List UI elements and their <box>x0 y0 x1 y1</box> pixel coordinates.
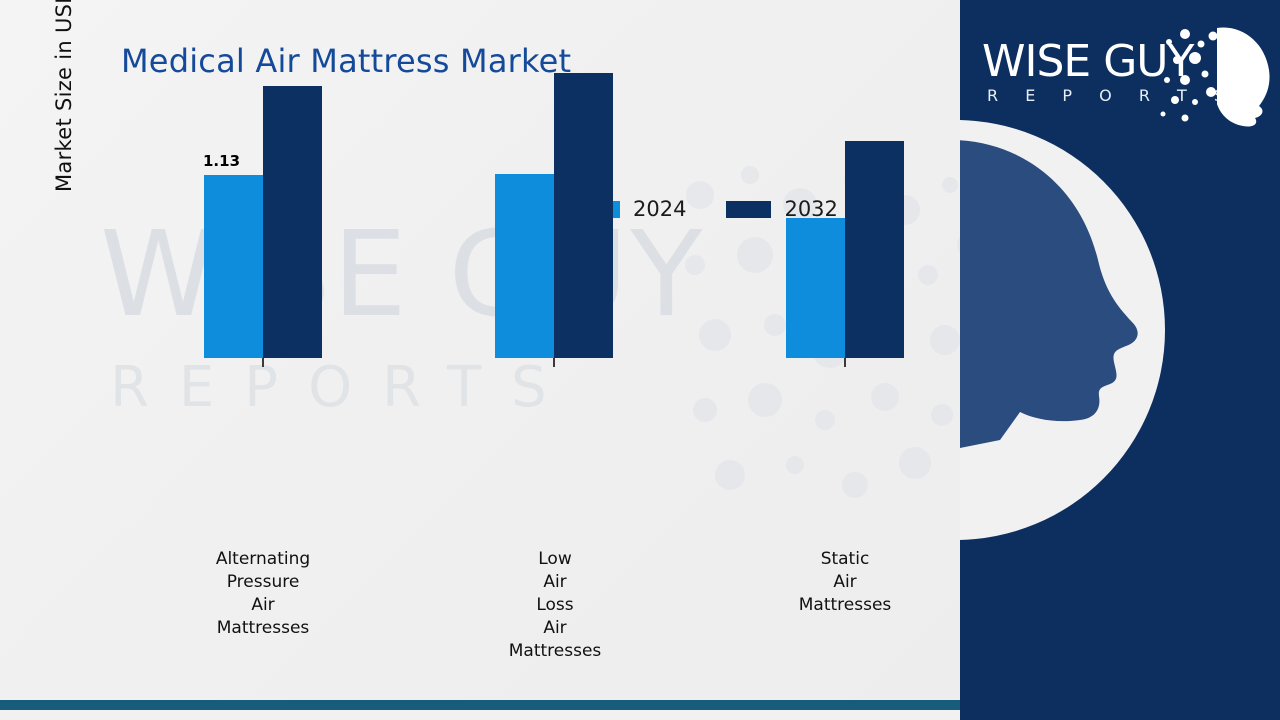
bar-value-label-1: 1.13 <box>203 152 241 170</box>
category-label-low-air-loss: Low Air Loss Air Mattresses <box>508 549 602 661</box>
bar-2032-static-air[interactable] <box>845 141 904 358</box>
axis-tick-1 <box>262 358 264 367</box>
chart-panel: WISE GUY REPORTS <box>0 0 980 710</box>
logo-secondary-text: R E P O R T S <box>987 86 1236 105</box>
legend-swatch-2032 <box>726 200 772 218</box>
page-title: Medical Air Mattress Market <box>121 42 572 80</box>
bottom-accent-strip <box>0 700 980 710</box>
brand-panel: WISE GUY R E P O R T S <box>960 0 1280 720</box>
category-label-static-air: Static Air Mattresses <box>798 549 892 615</box>
bar-2032-low-air-loss[interactable] <box>554 73 613 358</box>
bar-group-low-air-loss <box>495 73 613 358</box>
logo-primary-text: WISE GUY <box>982 36 1194 87</box>
bar-2024-static-air[interactable] <box>786 218 845 358</box>
category-label-alternating-pressure: Alternating Pressure Air Mattresses <box>215 549 311 638</box>
legend-item-2032[interactable]: 2032 <box>726 197 838 221</box>
legend-label-2024: 2024 <box>633 197 687 221</box>
brand-head-silhouette-icon <box>960 140 1138 448</box>
plot-area: 1.13 <box>203 73 904 367</box>
axis-tick-2 <box>553 358 555 367</box>
bar-2024-low-air-loss[interactable] <box>495 174 554 358</box>
axis-tick-3 <box>844 358 846 367</box>
bar-2032-alternating-pressure[interactable] <box>263 86 322 358</box>
legend-label-2032: 2032 <box>784 197 838 221</box>
bar-group-alternating-pressure <box>204 86 322 358</box>
bar-group-static-air <box>786 141 904 358</box>
logo-dots-head-icon <box>1160 27 1270 127</box>
bar-2024-alternating-pressure[interactable] <box>204 175 263 358</box>
